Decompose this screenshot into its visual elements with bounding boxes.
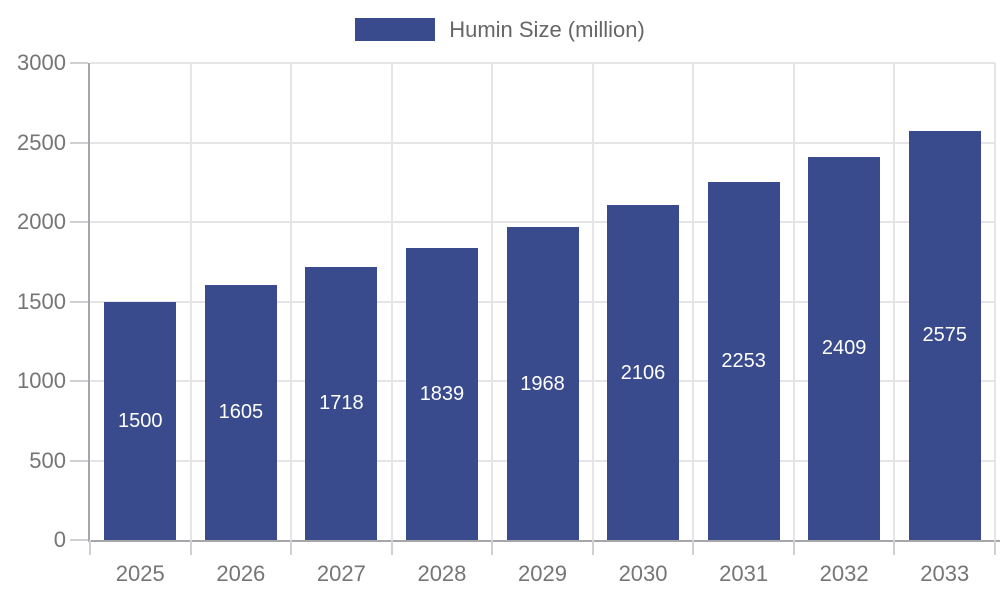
y-axis-label: 1500 <box>17 288 66 314</box>
x-axis-tick <box>994 540 996 555</box>
bar[interactable]: 1500 <box>104 301 177 540</box>
bar[interactable]: 1839 <box>405 247 478 540</box>
y-gridline <box>90 221 995 224</box>
legend[interactable]: Humin Size (million) <box>0 18 1000 41</box>
x-axis-tick <box>189 540 192 555</box>
x-axis-tick <box>89 540 91 555</box>
x-axis-label: 2029 <box>518 561 567 586</box>
bar-value-label: 1718 <box>319 392 364 415</box>
x-axis-tick <box>792 540 795 555</box>
x-axis-line-extension <box>995 540 1000 542</box>
y-axis-label: 2000 <box>17 209 66 235</box>
y-axis-label: 500 <box>29 447 66 473</box>
x-gridline <box>390 63 393 540</box>
x-gridline <box>290 63 293 540</box>
bar-value-label: 1500 <box>118 409 163 432</box>
legend-label: Humin Size (million) <box>449 16 645 42</box>
x-axis-tick <box>290 540 293 555</box>
x-gridline <box>893 63 896 540</box>
y-axis-label: 3000 <box>17 50 66 75</box>
y-axis-tick <box>70 459 88 462</box>
x-axis-tick <box>390 540 393 555</box>
x-axis-label: 2032 <box>819 561 869 586</box>
y-gridline <box>90 62 995 64</box>
bar[interactable]: 1605 <box>204 284 277 540</box>
x-axis-tick <box>591 540 594 555</box>
bar[interactable]: 2106 <box>607 205 680 540</box>
bar-value-label: 2253 <box>721 349 766 372</box>
x-axis-label: 2030 <box>618 561 668 586</box>
bar-value-label: 1968 <box>520 372 565 395</box>
bar[interactable]: 2575 <box>908 130 981 540</box>
bar-value-label: 2409 <box>821 337 867 360</box>
y-axis-tick <box>70 539 88 541</box>
bar-value-label: 2106 <box>620 361 666 384</box>
y-axis-label: 0 <box>53 527 66 552</box>
x-axis-label: 2027 <box>316 561 366 586</box>
x-axis-label: 2026 <box>216 561 266 586</box>
plot-area: 0 500 1000 1500 2000 2500 3000 1500 2025 1605 2026… <box>17 52 1000 585</box>
x-axis-label: 2031 <box>719 561 769 586</box>
bar-value-label: 2575 <box>922 324 967 347</box>
bar[interactable]: 1718 <box>305 266 378 540</box>
x-gridline <box>189 63 192 540</box>
x-axis-label: 2028 <box>417 561 467 586</box>
x-gridline <box>491 63 494 540</box>
y-axis-tick <box>70 62 88 64</box>
y-axis-tick <box>70 141 88 144</box>
bar[interactable]: 1968 <box>506 227 579 540</box>
x-gridline <box>591 63 594 540</box>
bar[interactable]: 2253 <box>707 181 780 540</box>
bar-value-label: 1839 <box>419 382 465 405</box>
x-gridline <box>994 63 996 540</box>
y-axis-tick <box>70 380 88 383</box>
legend-swatch-icon <box>355 18 436 41</box>
bar[interactable]: 2409 <box>808 156 881 540</box>
x-axis-label: 2033 <box>920 561 970 586</box>
y-axis-tick <box>70 300 88 303</box>
x-axis-tick <box>692 540 695 555</box>
x-axis-tick <box>893 540 896 555</box>
x-axis-label: 2025 <box>115 561 165 586</box>
y-gridline <box>90 141 995 144</box>
x-axis-tick <box>491 540 494 555</box>
bar-value-label: 1605 <box>218 401 264 424</box>
x-gridline <box>792 63 795 540</box>
x-gridline <box>692 63 695 540</box>
y-axis-tick <box>70 221 88 224</box>
y-axis-label: 1000 <box>17 368 66 394</box>
y-axis-label: 2500 <box>17 129 66 155</box>
